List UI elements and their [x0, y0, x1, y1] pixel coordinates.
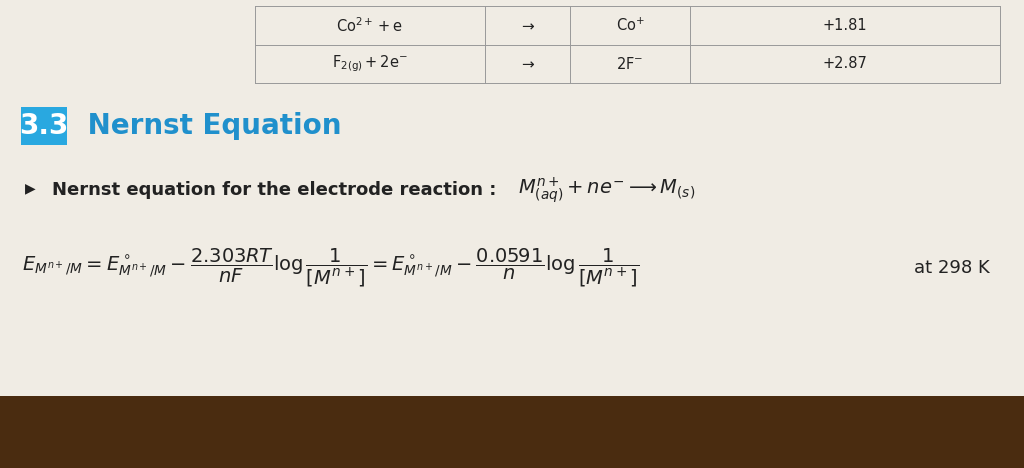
Text: Nernst equation for the electrode reaction :: Nernst equation for the electrode reacti… [52, 181, 503, 199]
Text: $\mathrm{Co^{+}}$: $\mathrm{Co^{+}}$ [615, 17, 644, 34]
Text: $\mathrm{2F^{-}}$: $\mathrm{2F^{-}}$ [616, 56, 644, 72]
Text: $\mathrm{F_{2(g)} + 2e^{-}}$: $\mathrm{F_{2(g)} + 2e^{-}}$ [332, 54, 408, 74]
FancyBboxPatch shape [0, 0, 1024, 396]
FancyBboxPatch shape [0, 396, 1024, 468]
Text: +1.81: +1.81 [822, 18, 867, 33]
Text: $\blacktriangleright$: $\blacktriangleright$ [22, 183, 37, 197]
Text: $M^{n+}_{(aq)} + ne^{-} \longrightarrow M_{(s)}$: $M^{n+}_{(aq)} + ne^{-} \longrightarrow … [518, 175, 695, 205]
Text: $\mathrm{Co^{2+} + e}$: $\mathrm{Co^{2+} + e}$ [337, 16, 403, 35]
Text: $\rightarrow$: $\rightarrow$ [519, 57, 536, 72]
Text: +2.87: +2.87 [822, 57, 867, 72]
Text: $\rightarrow$: $\rightarrow$ [519, 18, 536, 33]
Text: Nernst Equation: Nernst Equation [78, 112, 341, 140]
Text: at 298 K: at 298 K [914, 259, 990, 277]
Text: $E_{M^{n+}/M} = E^\circ_{M^{n+}/M} - \dfrac{2.303RT}{nF} \log\dfrac{1}{[M^{n+}]}: $E_{M^{n+}/M} = E^\circ_{M^{n+}/M} - \df… [22, 247, 639, 289]
Text: 3.3: 3.3 [19, 112, 69, 140]
FancyBboxPatch shape [22, 107, 67, 145]
